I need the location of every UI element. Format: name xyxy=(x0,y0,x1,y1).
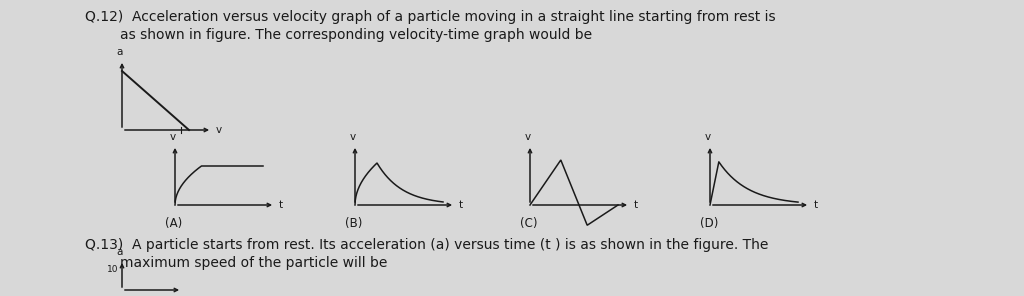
Text: v: v xyxy=(705,132,711,142)
Text: t: t xyxy=(814,200,818,210)
Text: maximum speed of the particle will be: maximum speed of the particle will be xyxy=(85,256,387,270)
Text: (C): (C) xyxy=(520,217,538,230)
Text: Q.13)  A particle starts from rest. Its acceleration (a) versus time (t ) is as : Q.13) A particle starts from rest. Its a… xyxy=(85,238,768,252)
Text: a: a xyxy=(117,47,123,57)
Text: as shown in figure. The corresponding velocity-time graph would be: as shown in figure. The corresponding ve… xyxy=(85,28,592,42)
Text: (D): (D) xyxy=(700,217,719,230)
Text: 10: 10 xyxy=(106,265,118,274)
Text: (A): (A) xyxy=(165,217,182,230)
Text: t: t xyxy=(459,200,463,210)
Text: v: v xyxy=(525,132,531,142)
Text: v: v xyxy=(350,132,356,142)
Text: t: t xyxy=(279,200,283,210)
Text: a: a xyxy=(117,247,123,257)
Text: v: v xyxy=(170,132,176,142)
Text: v: v xyxy=(216,125,222,135)
Text: t: t xyxy=(634,200,638,210)
Text: (B): (B) xyxy=(345,217,362,230)
Text: Q.12)  Acceleration versus velocity graph of a particle moving in a straight lin: Q.12) Acceleration versus velocity graph… xyxy=(85,10,775,24)
